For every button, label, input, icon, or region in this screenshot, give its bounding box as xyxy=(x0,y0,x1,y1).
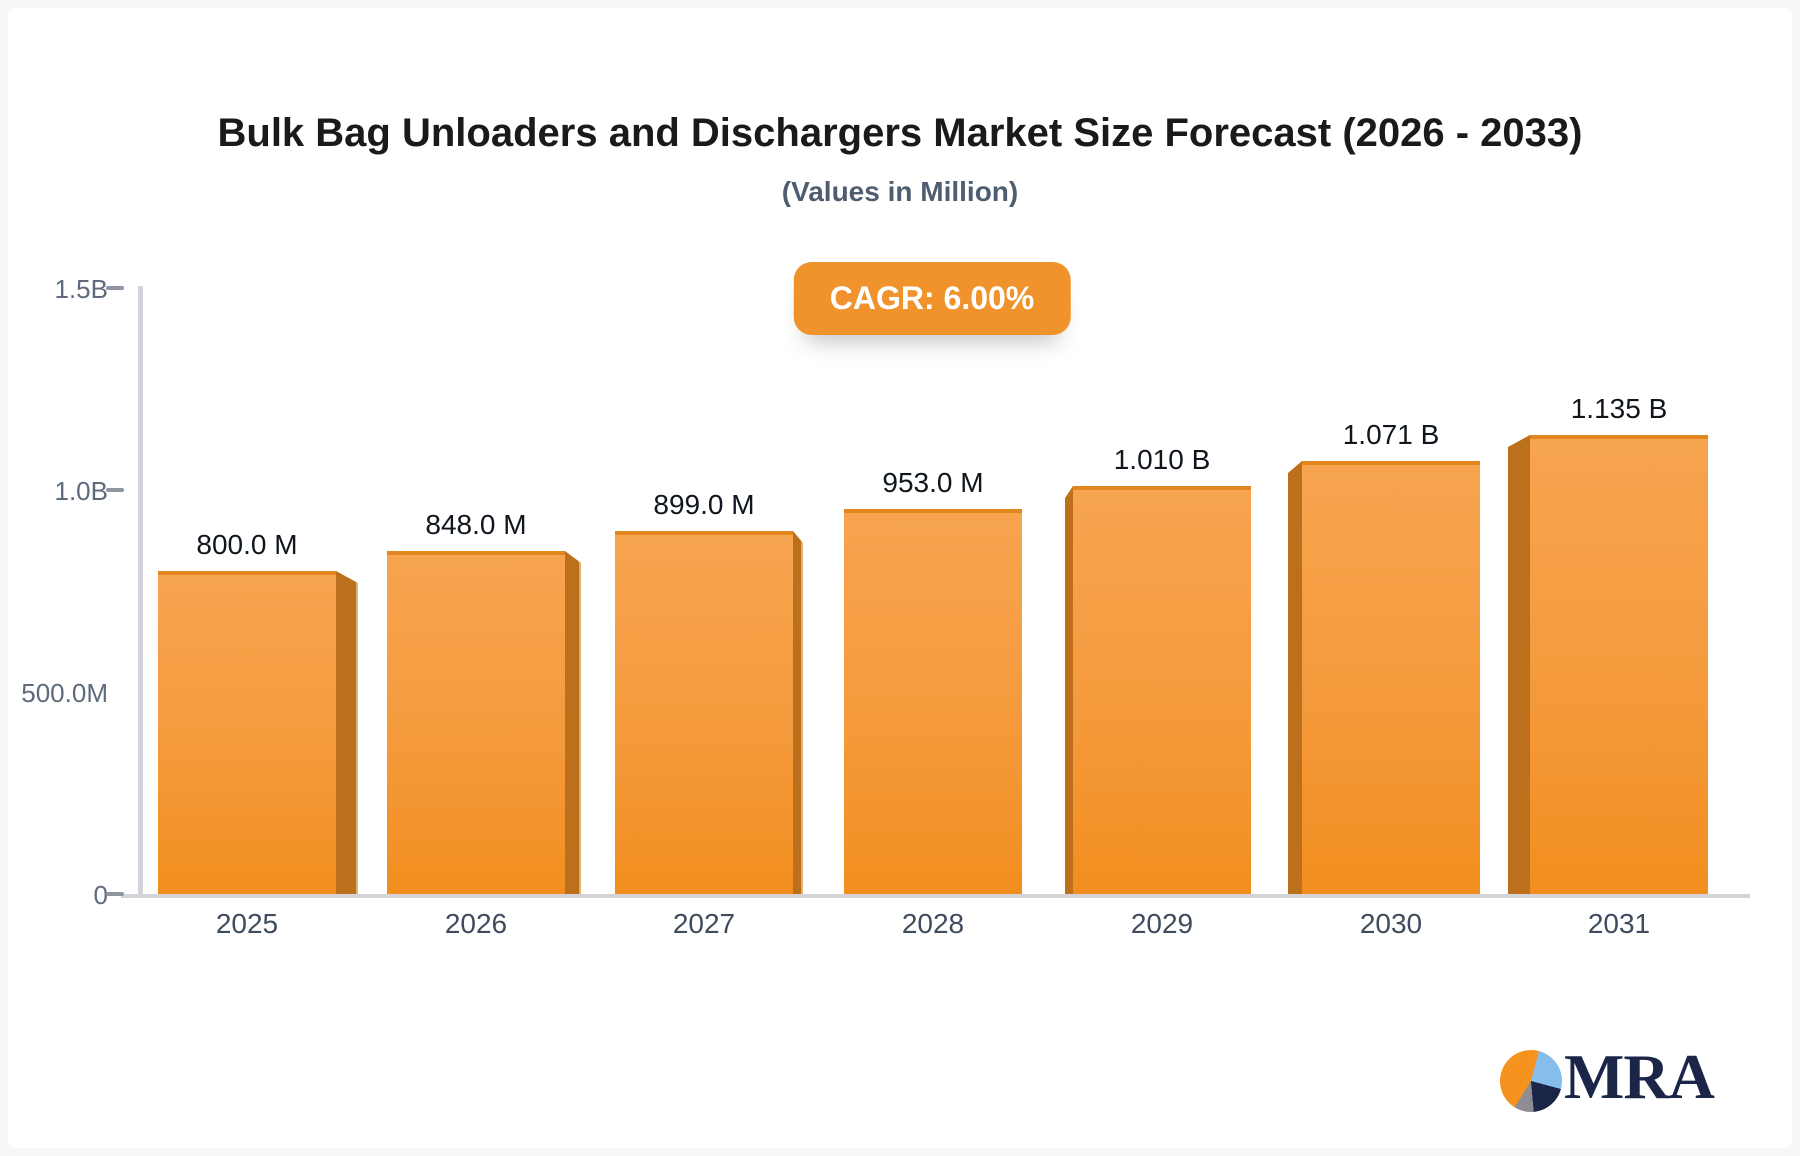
bar-value-label: 1.071 B xyxy=(1342,419,1440,450)
y-axis-tick-label: 0 xyxy=(93,880,108,910)
bar-2030 xyxy=(1302,461,1480,894)
x-axis-line xyxy=(121,894,1750,898)
chart-subtitle: (Values in Million) xyxy=(781,176,1019,207)
logo-text: MRA xyxy=(1564,1041,1715,1112)
bar-2028 xyxy=(844,509,1022,894)
bar-3d-side-2029 xyxy=(1065,486,1073,894)
x-axis-label: 2028 xyxy=(901,908,965,939)
cagr-badge: CAGR: 6.00% xyxy=(793,262,1071,335)
y-axis-tick-label: 500.0M xyxy=(21,678,108,708)
x-axis-label: 2029 xyxy=(1130,908,1194,939)
y-axis-tick-mark xyxy=(106,488,124,492)
brand-logo: MRA xyxy=(1500,1041,1715,1112)
bar-2027 xyxy=(615,531,793,894)
x-axis-label: 2027 xyxy=(672,908,736,939)
bar-2031 xyxy=(1530,435,1708,894)
y-axis-tick-label: 1.0B xyxy=(54,476,109,506)
bar-3d-side-2027 xyxy=(793,531,803,894)
bar-value-label: 800.0 M xyxy=(196,529,298,560)
chart-title: Bulk Bag Unloaders and Dischargers Marke… xyxy=(217,111,1583,155)
bar-3d-side-2026 xyxy=(565,551,581,894)
bar-2026 xyxy=(387,551,565,894)
bar-value-label: 899.0 M xyxy=(653,489,755,520)
bar-value-label: 1.135 B xyxy=(1570,393,1668,424)
y-axis-tick-label: 1.5B xyxy=(54,274,109,304)
y-axis-tick-mark xyxy=(106,892,124,896)
bar-value-label: 953.0 M xyxy=(882,467,984,498)
bar-value-label: 1.010 B xyxy=(1113,444,1211,475)
y-axis-tick-mark xyxy=(106,286,124,290)
x-axis-label: 2026 xyxy=(444,908,508,939)
bar-chart: 1.5B 1.0B 500.0M 0 800.0 M 2025 848.0 M 2026 899… xyxy=(8,8,1800,1156)
bar-3d-side-2031 xyxy=(1508,435,1530,894)
y-axis-line xyxy=(138,286,143,898)
bar-value-label: 848.0 M xyxy=(425,509,527,540)
bar-2025 xyxy=(158,571,336,894)
x-axis-label: 2030 xyxy=(1359,908,1423,939)
bar-3d-side-2030 xyxy=(1288,461,1302,894)
chart-card: Bulk Bag Unloaders and Dischargers Marke… xyxy=(8,8,1792,1148)
x-axis-label: 2031 xyxy=(1587,908,1651,939)
bar-2029 xyxy=(1073,486,1251,894)
pie-chart-logo-icon xyxy=(1500,1050,1562,1112)
x-axis-label: 2025 xyxy=(215,908,279,939)
bar-3d-side-2025 xyxy=(336,571,358,894)
